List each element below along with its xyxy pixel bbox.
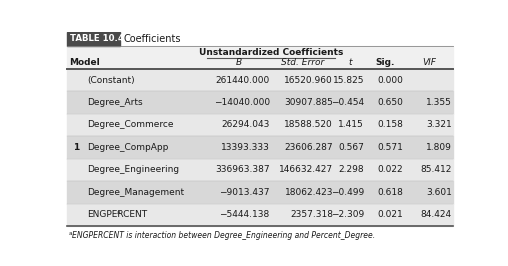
Text: 0.022: 0.022 [377, 165, 403, 174]
Text: 2.298: 2.298 [338, 165, 364, 174]
Text: Degree_CompApp: Degree_CompApp [87, 143, 168, 152]
Text: VIF: VIF [422, 58, 436, 67]
Text: −14040.000: −14040.000 [213, 98, 270, 107]
Bar [68, 46, 453, 69]
Text: 18062.423: 18062.423 [284, 188, 333, 197]
Text: 146632.427: 146632.427 [279, 165, 333, 174]
Bar [68, 203, 453, 226]
Text: B: B [236, 58, 242, 67]
Text: 1.415: 1.415 [338, 120, 364, 130]
Text: 336963.387: 336963.387 [215, 165, 270, 174]
Text: Degree_Commerce: Degree_Commerce [87, 120, 173, 130]
Text: 0.650: 0.650 [377, 98, 403, 107]
Text: 1: 1 [73, 143, 79, 152]
Text: −2.309: −2.309 [331, 210, 364, 219]
Text: t: t [348, 58, 352, 67]
Text: Model: Model [69, 58, 100, 67]
Text: −0.454: −0.454 [331, 98, 364, 107]
Text: 16520.960: 16520.960 [284, 76, 333, 85]
Text: ENGPERCENT: ENGPERCENT [87, 210, 147, 219]
Text: ENGPERCENT is interaction between Degree_Engineering and Percent_Degree.: ENGPERCENT is interaction between Degree… [72, 231, 375, 240]
Text: TABLE 10.44: TABLE 10.44 [70, 34, 130, 43]
Text: 26294.043: 26294.043 [221, 120, 270, 130]
Text: 1.355: 1.355 [426, 98, 452, 107]
Text: −9013.437: −9013.437 [219, 188, 270, 197]
Text: 1.809: 1.809 [426, 143, 452, 152]
Text: 30907.885: 30907.885 [284, 98, 333, 107]
Bar [68, 159, 453, 181]
Text: (Constant): (Constant) [87, 76, 135, 85]
Text: −5444.138: −5444.138 [219, 210, 270, 219]
Text: a: a [68, 231, 72, 236]
Bar [68, 181, 453, 203]
Text: 0.567: 0.567 [338, 143, 364, 152]
Bar [68, 136, 453, 159]
Bar [68, 32, 120, 46]
Text: 0.571: 0.571 [377, 143, 403, 152]
Bar [68, 91, 453, 114]
Text: 23606.287: 23606.287 [284, 143, 333, 152]
Text: 261440.000: 261440.000 [215, 76, 270, 85]
Text: Std. Error: Std. Error [281, 58, 325, 67]
Text: 15.825: 15.825 [333, 76, 364, 85]
Text: 0.618: 0.618 [377, 188, 403, 197]
Text: Degree_Arts: Degree_Arts [87, 98, 142, 107]
Text: 84.424: 84.424 [421, 210, 452, 219]
Text: 85.412: 85.412 [421, 165, 452, 174]
Text: 0.158: 0.158 [377, 120, 403, 130]
Text: 0.000: 0.000 [377, 76, 403, 85]
Bar [68, 69, 453, 91]
Text: Degree_Management: Degree_Management [87, 188, 184, 197]
Text: 2357.318: 2357.318 [290, 210, 333, 219]
Text: −0.499: −0.499 [331, 188, 364, 197]
Text: 13393.333: 13393.333 [221, 143, 270, 152]
Text: 3.321: 3.321 [426, 120, 452, 130]
Text: 3.601: 3.601 [426, 188, 452, 197]
Text: a: a [117, 210, 120, 215]
Bar [68, 114, 453, 136]
Text: Degree_Engineering: Degree_Engineering [87, 165, 179, 174]
Text: Sig.: Sig. [375, 58, 395, 67]
Text: Coefficients: Coefficients [124, 34, 181, 44]
Text: 0.021: 0.021 [377, 210, 403, 219]
Text: 18588.520: 18588.520 [284, 120, 333, 130]
Text: Unstandardized Coefficients: Unstandardized Coefficients [199, 48, 343, 57]
